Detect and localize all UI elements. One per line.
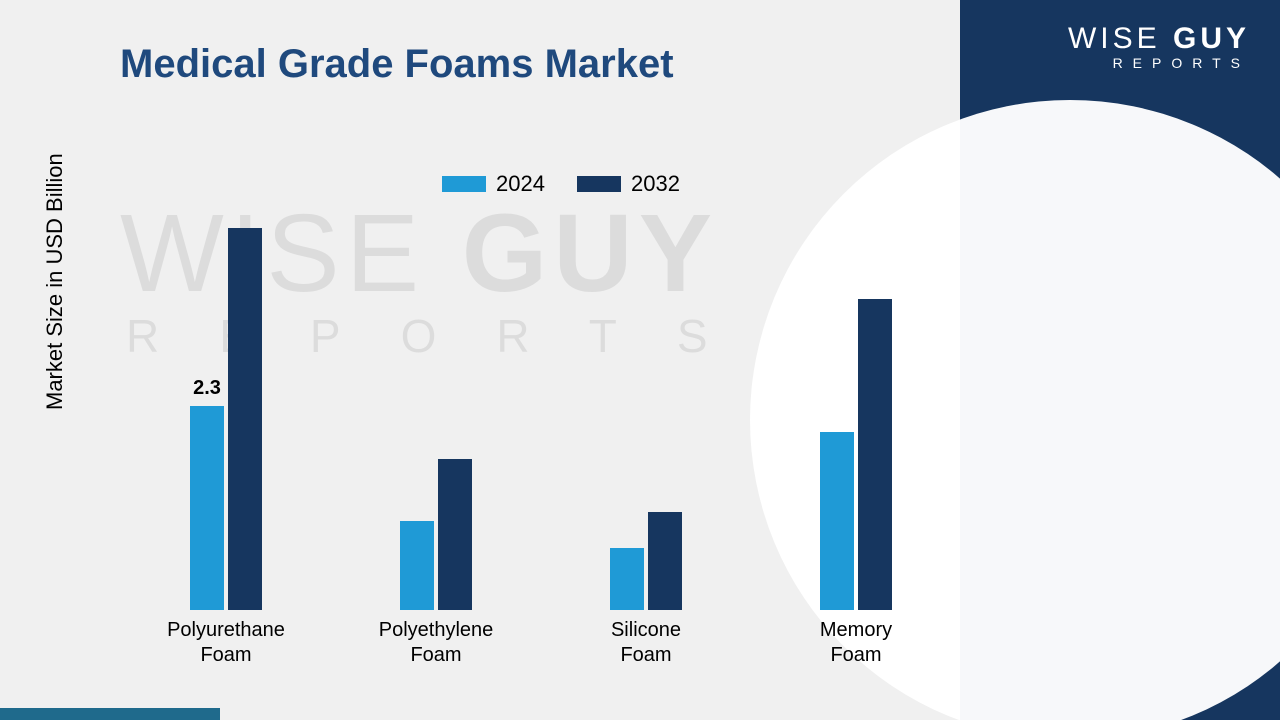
brand-word-2: GUY [1173,22,1250,55]
bar [648,512,682,610]
legend: 2024 2032 [130,170,960,197]
x-axis-label: PolyurethaneFoam [136,610,316,668]
x-axis-label: PolyethyleneFoam [346,610,526,668]
bar-group: PolyethyleneFoam [400,210,472,610]
y-axis-label: Market Size in USD Billion [42,153,68,410]
report-canvas: WISE GUY REPORTS Medical Grade Foams Mar… [0,0,1280,720]
legend-swatch [577,176,621,192]
bar-group: MemoryFoam [820,210,892,610]
x-axis-label: MemoryFoam [766,610,946,668]
bar-value-label: 2.3 [193,377,221,400]
brand-subline: REPORTS [1068,56,1250,70]
bar [858,299,892,610]
bar-group: 2.3PolyurethaneFoam [190,210,262,610]
brand-logo: WISE GUY REPORTS [1068,24,1250,70]
bar [610,548,644,610]
x-axis-label: SiliconeFoam [556,610,736,668]
chart-title: Medical Grade Foams Market [120,42,674,87]
bar [190,406,224,610]
footer-accent-bar [0,708,220,720]
legend-label: 2024 [496,171,545,196]
legend-swatch [442,176,486,192]
chart-area: Market Size in USD Billion 20242032 2.3P… [60,160,960,660]
bar [438,459,472,610]
legend-label: 2032 [631,171,680,196]
brand-word-1: WISE [1068,22,1161,55]
plot-region: 20242032 2.3PolyurethaneFoamPolyethylene… [130,180,960,610]
bar-group: SiliconeFoam [610,210,682,610]
bar [820,432,854,610]
bar [400,521,434,610]
bar [228,228,262,610]
